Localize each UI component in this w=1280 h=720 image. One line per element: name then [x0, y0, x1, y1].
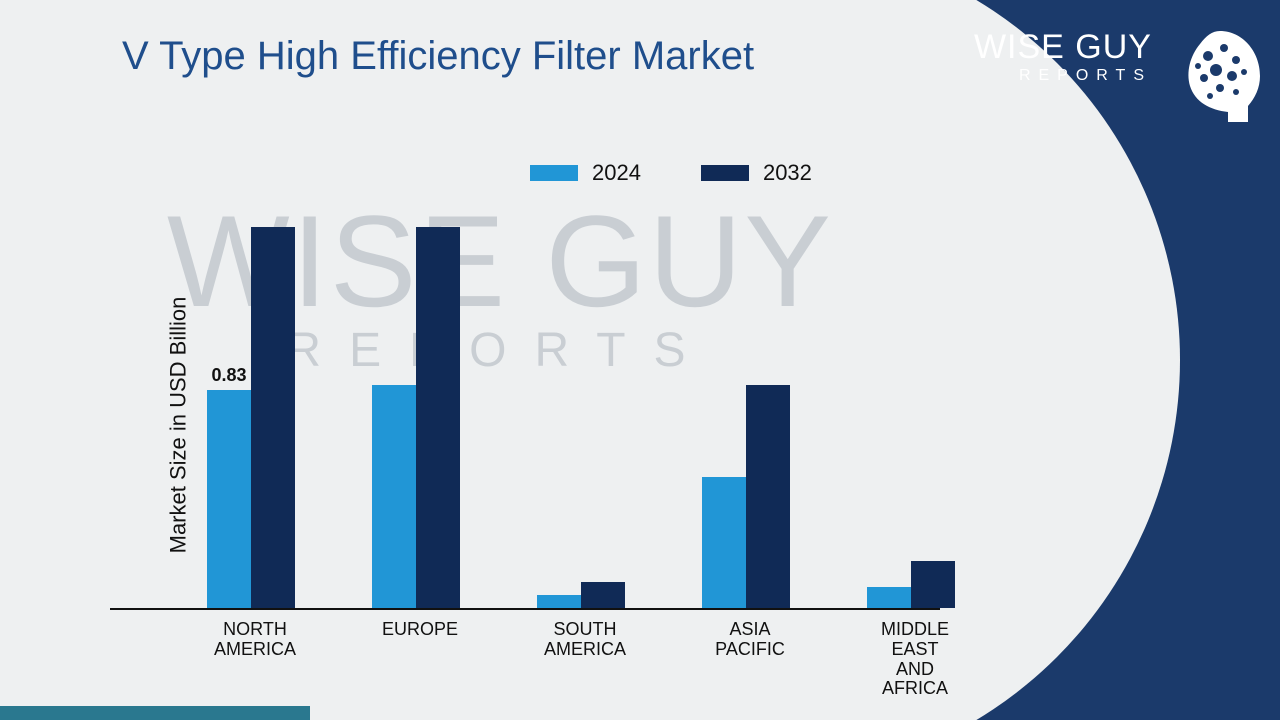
brand-line1: WISE GUY — [974, 30, 1152, 64]
legend-label-2032: 2032 — [763, 160, 812, 186]
legend-item-2032: 2032 — [701, 160, 812, 186]
data-label: 0.83 — [207, 365, 251, 386]
brand-logo: WISE GUY REPORTS — [974, 30, 1152, 84]
brand-line2: REPORTS — [974, 68, 1152, 84]
category-label: NORTHAMERICA — [185, 620, 325, 660]
accent-bar — [0, 706, 310, 720]
legend-label-2024: 2024 — [592, 160, 641, 186]
legend-swatch-2024 — [530, 165, 578, 181]
bar-2024 — [867, 587, 911, 608]
category-label: MIDDLEEASTANDAFRICA — [845, 620, 985, 699]
bar-2032 — [416, 227, 460, 608]
category-label: ASIAPACIFIC — [680, 620, 820, 660]
bar-2032 — [911, 561, 955, 608]
chart-region: Market Size in USD Billion 2024 2032 NOR… — [50, 160, 950, 690]
bar-2024 — [207, 390, 251, 608]
bar-2032 — [251, 227, 295, 608]
legend: 2024 2032 — [530, 160, 812, 186]
legend-item-2024: 2024 — [530, 160, 641, 186]
category-label: SOUTHAMERICA — [515, 620, 655, 660]
category-label: EUROPE — [350, 620, 490, 640]
brand-head-icon — [1170, 26, 1270, 126]
legend-swatch-2032 — [701, 165, 749, 181]
bar-2024 — [702, 477, 746, 608]
plot-area: NORTHAMERICA0.83EUROPESOUTHAMERICAASIAPA… — [110, 190, 940, 610]
bar-2032 — [581, 582, 625, 608]
bar-2024 — [372, 385, 416, 608]
chart-title: V Type High Efficiency Filter Market — [122, 34, 762, 78]
bar-2032 — [746, 385, 790, 608]
x-axis-line — [110, 608, 940, 610]
bar-2024 — [537, 595, 581, 608]
stage: WISE GUY REPORTS WISE GUY REPORTS V Type… — [0, 0, 1280, 720]
